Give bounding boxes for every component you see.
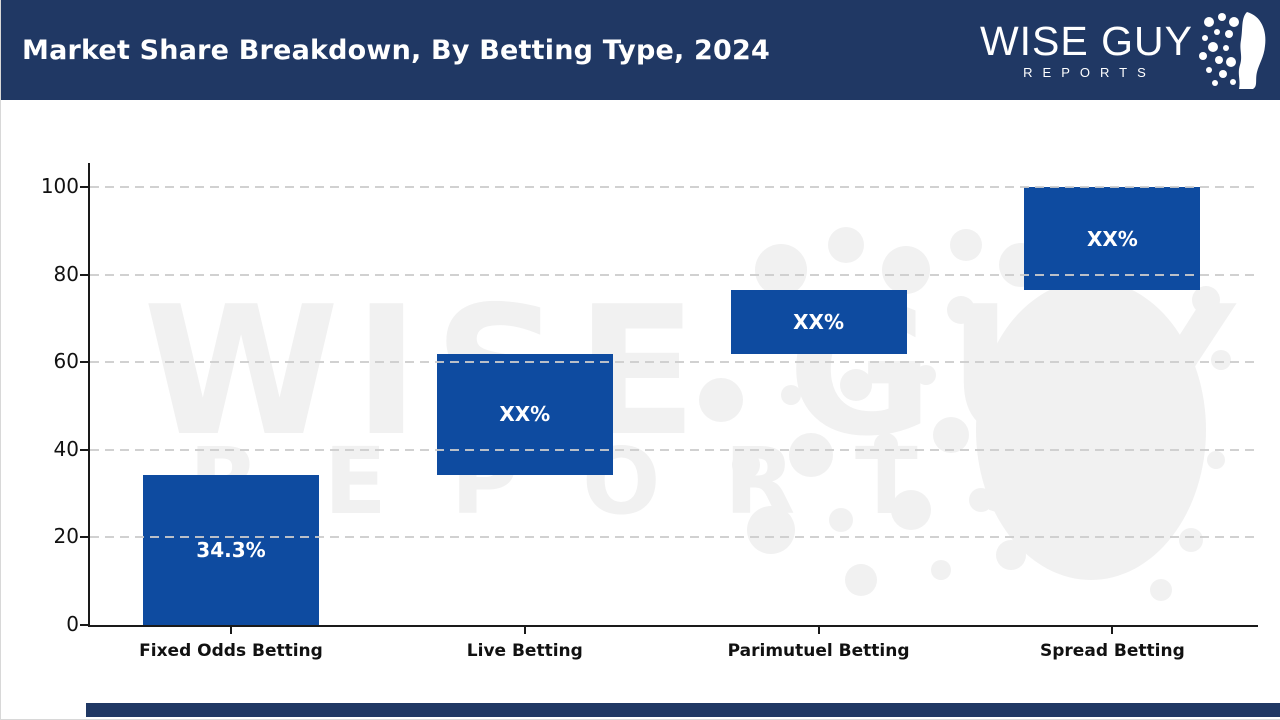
gridline — [90, 273, 1258, 276]
x-tick-label: Live Betting — [466, 641, 583, 661]
y-tick-label: 20 — [53, 524, 79, 549]
y-tick — [80, 624, 88, 626]
logo-face-dots-icon — [1199, 12, 1266, 89]
bar-segment — [1024, 187, 1201, 291]
x-tick — [230, 627, 232, 634]
bar-value-label: XX% — [793, 309, 845, 334]
x-tick-label: Fixed Odds Betting — [139, 641, 323, 661]
y-tick — [80, 536, 88, 539]
y-tick-label: 60 — [53, 349, 79, 374]
y-tick-label: 40 — [53, 436, 79, 461]
gridline — [90, 536, 1258, 539]
watermark-text-line1: WISE GUY — [143, 268, 1249, 475]
footer-accent-bar — [86, 703, 1280, 717]
y-axis-spine — [88, 163, 90, 627]
page-title: Market Share Breakdown, By Betting Type,… — [22, 34, 770, 66]
x-tick-label: Parimutuel Betting — [727, 641, 910, 661]
bar-value-label: XX% — [499, 402, 551, 427]
x-axis-spine — [88, 625, 1258, 627]
logo-subtitle: REPORTS — [1023, 65, 1156, 80]
y-tick — [80, 273, 88, 276]
logo-text: WISE GUY REPORTS — [979, 18, 1193, 80]
y-tick-label: 0 — [66, 612, 79, 636]
gridline — [90, 186, 1258, 189]
y-tick-label: 100 — [40, 174, 79, 199]
y-tick — [80, 186, 88, 189]
bar-segment — [436, 353, 613, 475]
gridline — [90, 361, 1258, 364]
gridline — [90, 448, 1258, 451]
y-tick — [80, 448, 88, 451]
header-bar: Market Share Breakdown, By Betting Type,… — [1, 0, 1280, 100]
bar-segment — [143, 474, 319, 625]
bar-value-label: XX% — [1086, 226, 1138, 251]
watermark-text-line2: REPORTS — [189, 428, 1113, 535]
y-tick — [80, 361, 88, 364]
x-tick — [523, 627, 526, 634]
y-tick-label: 80 — [53, 261, 79, 286]
x-tick — [1111, 627, 1114, 634]
bar-value-label: 34.3% — [196, 537, 266, 562]
x-tick — [817, 627, 820, 634]
wise-guy-reports-logo: WISE GUY REPORTS — [980, 10, 1280, 90]
x-tick-label: Spread Betting — [1040, 641, 1185, 661]
logo-wordmark: WISE GUY — [979, 18, 1193, 64]
